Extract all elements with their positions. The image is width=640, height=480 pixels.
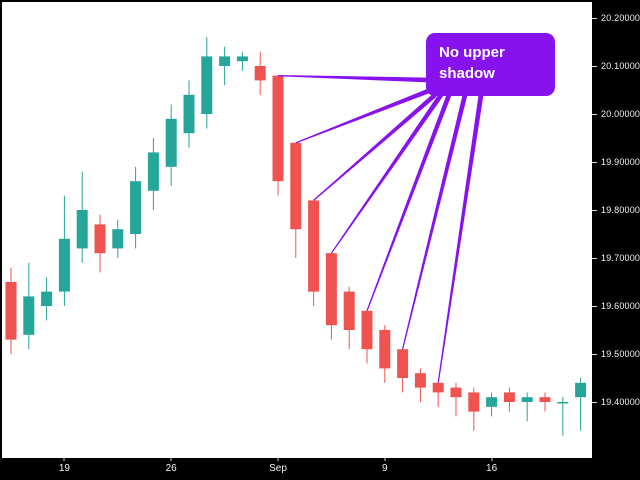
time-axis-label: 16 xyxy=(486,463,498,474)
price-axis-label: 19.40000 xyxy=(601,397,640,407)
candle-body xyxy=(201,56,213,114)
candle-body xyxy=(575,382,587,398)
time-axis-tick xyxy=(491,458,493,461)
price-axis-label: 19.50000 xyxy=(601,349,640,359)
candles-layer xyxy=(5,37,587,436)
price-axis-tick xyxy=(592,401,597,403)
candle-body xyxy=(486,397,498,407)
annotation-pointer-line xyxy=(402,94,468,350)
price-axis-label: 20.10000 xyxy=(601,61,640,71)
price-axis-label: 19.70000 xyxy=(601,253,640,263)
candle-body xyxy=(557,402,569,404)
price-axis-label: 20.20000 xyxy=(601,13,640,23)
candle-body xyxy=(147,152,159,191)
price-axis-tick xyxy=(592,17,597,19)
candle-body xyxy=(23,296,35,335)
annotation-pointer-line xyxy=(437,94,484,383)
candle-body xyxy=(290,142,302,230)
candle-body xyxy=(379,330,391,369)
time-axis-label: 19 xyxy=(58,463,70,474)
candle-body xyxy=(272,75,284,182)
annotation-pointer-line xyxy=(366,94,452,311)
price-axis-tick xyxy=(592,113,597,115)
candle-body xyxy=(308,200,320,292)
price-axis-tick xyxy=(592,65,597,67)
candle-body xyxy=(58,238,70,292)
candle-body xyxy=(432,382,444,393)
price-axis-tick xyxy=(592,209,597,211)
time-axis-label: 26 xyxy=(165,463,177,474)
time-axis-tick xyxy=(384,458,386,461)
annotation-pointer-line xyxy=(313,93,437,201)
candle-body xyxy=(165,118,177,167)
price-axis-tick xyxy=(592,161,597,163)
candle-body xyxy=(112,229,124,249)
candle-body xyxy=(361,310,373,350)
candle-body xyxy=(397,349,409,378)
price-axis-tick xyxy=(592,353,597,355)
candle-body xyxy=(468,392,480,412)
annotation-pointer-line xyxy=(278,75,429,83)
time-axis-tick xyxy=(170,458,172,461)
candle-body xyxy=(450,387,462,398)
time-axis[interactable]: 19 26 Sep 9 16 xyxy=(0,458,640,480)
candle-body xyxy=(414,373,426,388)
candlestick-chart-area[interactable]: No upper shadow xyxy=(2,2,592,458)
annotation-pointer-line xyxy=(330,93,443,254)
candle-body xyxy=(183,94,195,134)
candle-body xyxy=(325,253,337,326)
time-axis-label: Sep xyxy=(269,463,287,474)
candle-body xyxy=(5,282,17,340)
price-axis-tick xyxy=(592,257,597,259)
candle-body xyxy=(76,210,88,249)
price-axis-tick xyxy=(592,305,597,307)
candle-body xyxy=(130,181,142,234)
annotation-pointer-line xyxy=(295,87,432,144)
candle-body xyxy=(94,224,106,254)
callout-text-line2: shadow xyxy=(439,65,495,82)
no-upper-shadow-callout[interactable]: No upper shadow xyxy=(426,33,555,96)
time-axis-label: 9 xyxy=(382,463,388,474)
price-axis-label: 19.80000 xyxy=(601,205,640,215)
time-axis-tick xyxy=(63,458,65,461)
price-axis-label: 20.00000 xyxy=(601,109,640,119)
candle-body xyxy=(539,397,551,402)
candle-body xyxy=(236,56,248,62)
price-axis-label: 19.60000 xyxy=(601,301,640,311)
candle-body xyxy=(41,291,53,306)
candle-body xyxy=(254,66,266,81)
callout-text-line1: No upper xyxy=(439,44,505,61)
candle-body xyxy=(503,392,515,402)
candle-body xyxy=(219,56,231,66)
candle-body xyxy=(521,397,533,402)
time-axis-tick xyxy=(277,458,279,461)
price-axis[interactable]: 20.20000 20.10000 20.00000 19.90000 19.80000… xyxy=(592,0,640,480)
candle-body xyxy=(343,291,355,330)
price-axis-label: 19.90000 xyxy=(601,157,640,167)
